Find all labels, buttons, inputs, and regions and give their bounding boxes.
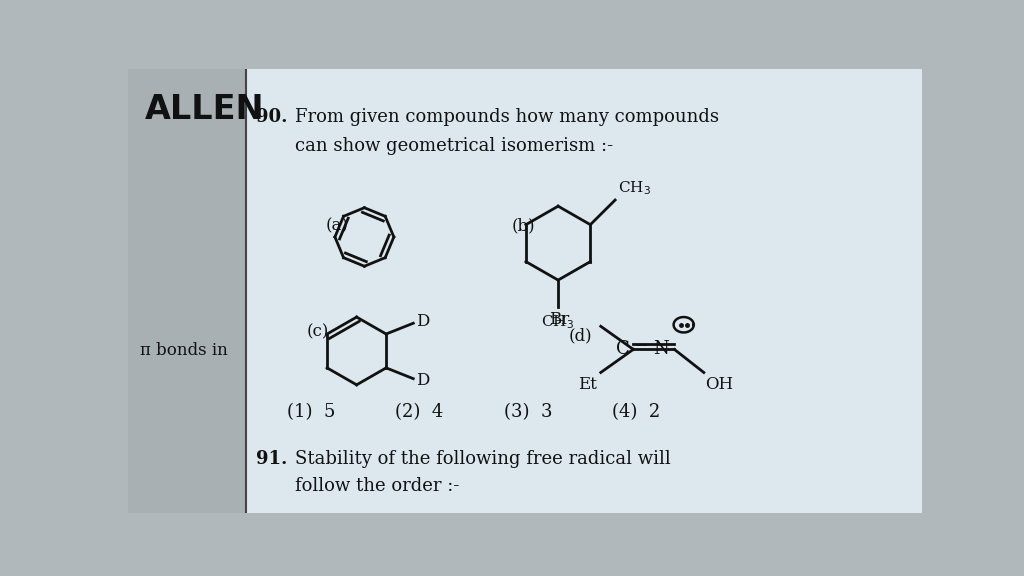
Text: From given compounds how many compounds: From given compounds how many compounds [295,108,719,126]
Text: C: C [615,340,630,358]
Text: (2)  4: (2) 4 [395,404,443,422]
Text: =: = [634,340,648,358]
Text: (d): (d) [568,327,592,344]
Text: ALLEN: ALLEN [145,93,264,126]
Text: (a): (a) [326,218,348,234]
Text: D: D [417,313,430,330]
Bar [246,69,922,513]
Text: follow the order :-: follow the order :- [295,478,459,495]
Text: 91.: 91. [256,449,288,468]
Text: (4)  2: (4) 2 [612,404,660,422]
Text: OH: OH [706,376,733,393]
Text: (b): (b) [512,218,536,234]
Text: 90.: 90. [256,108,288,126]
Text: Stability of the following free radical will: Stability of the following free radical … [295,449,671,468]
Text: π bonds in: π bonds in [139,343,227,359]
Text: can show geometrical isomerism :-: can show geometrical isomerism :- [295,137,612,155]
Text: (3)  3: (3) 3 [504,404,552,422]
Text: (1)  5: (1) 5 [287,404,335,422]
Text: Br: Br [549,311,569,328]
Text: D: D [417,372,430,389]
Text: CH$_3$: CH$_3$ [541,313,573,331]
Text: N: N [653,340,669,358]
Bar [128,69,246,513]
Text: CH$_3$: CH$_3$ [618,179,651,197]
Text: Et: Et [578,376,597,393]
Text: (c): (c) [306,323,329,340]
